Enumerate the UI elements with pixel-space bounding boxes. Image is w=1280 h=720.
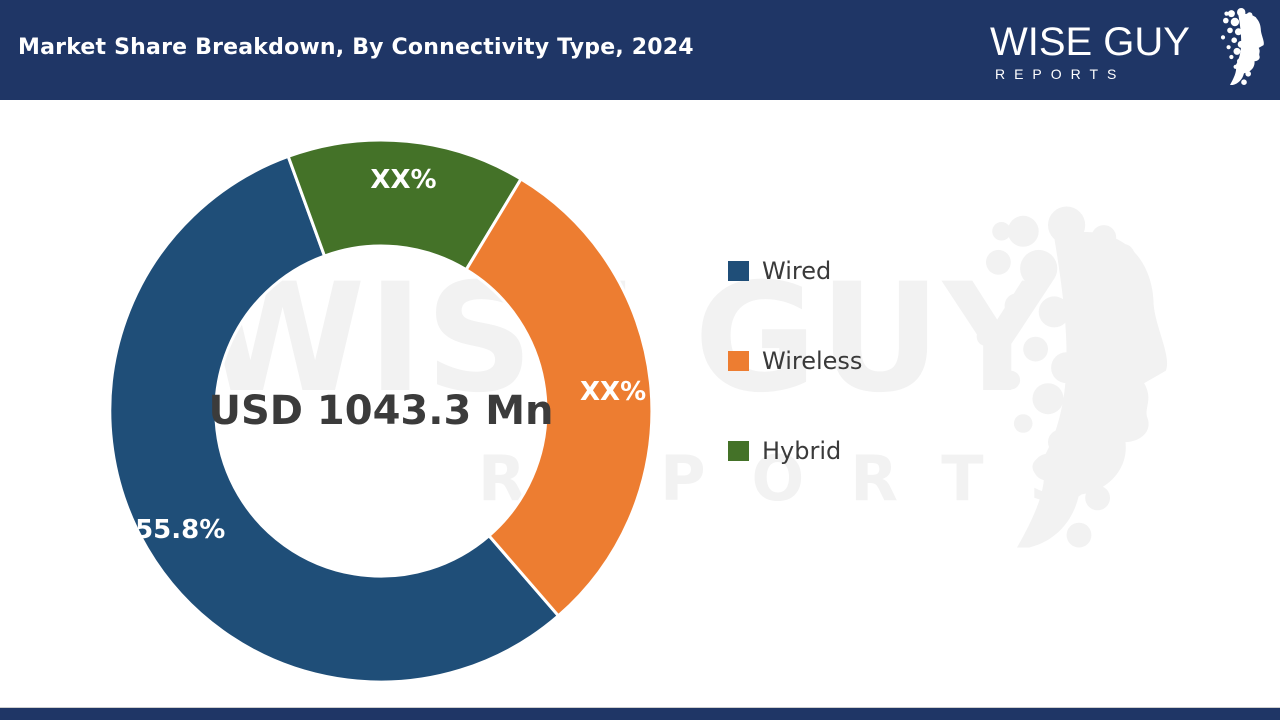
wiseguy-face-watermark-icon [862, 200, 1172, 585]
legend-item-wireless: Wireless [728, 346, 862, 376]
donut-slice-wired [108, 154, 560, 684]
legend-swatch-hybrid [728, 441, 749, 461]
header-bar: Market Share Breakdown, By Connectivity … [0, 0, 1280, 100]
legend-swatch-wired [728, 261, 749, 281]
legend-label-wired: Wired [762, 257, 832, 285]
chart-legend: Wired Wireless Hybrid [728, 256, 862, 526]
legend-swatch-wireless [728, 351, 749, 371]
slice-label-wireless: XX% [580, 377, 646, 407]
legend-item-wired: Wired [728, 256, 862, 286]
logo-reports-text: REPORTS [994, 65, 1126, 82]
wiseguy-face-icon [1194, 8, 1266, 92]
logo-wiseguy-text: WISE GUY [989, 19, 1190, 64]
legend-label-wireless: Wireless [762, 347, 863, 375]
slice-label-hybrid: XX% [370, 165, 436, 195]
chart-center-value: USD 1043.3 Mn [208, 388, 554, 434]
legend-label-hybrid: Hybrid [762, 437, 842, 465]
donut-chart: 55.8% XX% XX% [108, 138, 654, 684]
legend-item-hybrid: Hybrid [728, 436, 862, 466]
page-title: Market Share Breakdown, By Connectivity … [18, 35, 694, 60]
slice-label-wired: 55.8% [135, 515, 225, 545]
wiseguy-logo: WISE GUY REPORTS [990, 8, 1266, 92]
donut-slice-wireless [464, 177, 654, 618]
footer-bar [0, 707, 1280, 720]
